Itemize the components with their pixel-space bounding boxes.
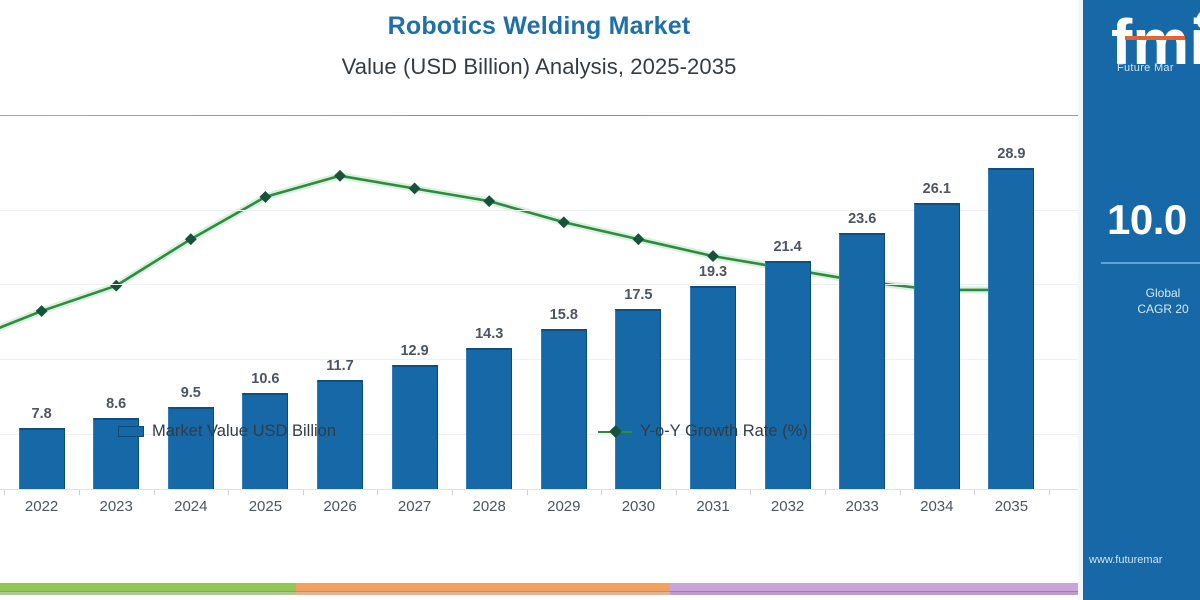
x-axis-label: 2026 — [323, 498, 357, 515]
gridline — [0, 209, 1078, 211]
page-subtitle: Value (USD Billion) Analysis, 2025-2035 — [341, 54, 737, 79]
axis-tick — [974, 490, 976, 495]
axis-tick — [4, 490, 6, 495]
strip-shadow-green — [0, 591, 296, 595]
axis-tick — [228, 490, 230, 495]
bar-value-label: 11.7 — [326, 357, 354, 374]
brand-sidebar: fmi Future Mar 10.0 Global CAGR 20 www.f… — [1078, 0, 1200, 600]
bar-value-label: 19.3 — [698, 264, 728, 281]
x-axis-label: 2023 — [99, 498, 133, 515]
strip-shadow-orange — [296, 591, 670, 595]
bar-value-label: 17.5 — [624, 286, 653, 303]
x-axis-label: 2033 — [845, 498, 879, 515]
growth-line-marker[interactable]: 2031: 11.2% — [707, 250, 719, 263]
fmi-logo-icon: fmi — [1111, 6, 1200, 78]
bar-value-label: 15.8 — [549, 307, 578, 324]
bar-value-label: 26.1 — [922, 180, 951, 197]
bar[interactable] — [242, 393, 289, 490]
axis-tick — [824, 490, 826, 495]
cagr-value: 10.0 — [1107, 196, 1187, 243]
axis-tick — [78, 490, 80, 495]
axis-tick — [451, 490, 453, 495]
bar[interactable] — [317, 379, 363, 490]
x-axis-label: 2030 — [621, 498, 656, 515]
growth-line-marker[interactable]: 2024: 11.6% — [184, 233, 197, 246]
axis-tick — [302, 490, 304, 495]
bar[interactable] — [764, 260, 811, 490]
axis-tick — [526, 490, 528, 495]
bar-value-label: 21.4 — [773, 238, 802, 255]
legend-label-market-value: Market Value USD Billion — [152, 422, 337, 440]
x-axis-label: 2032 — [770, 498, 805, 515]
legend-swatch-icon — [118, 426, 144, 437]
page-title: Robotics Welding Market — [387, 12, 691, 40]
axis-tick — [675, 490, 677, 495]
bottom-color-strip — [0, 570, 1078, 600]
legend-label-growth-rate: Y-o-Y Growth Rate (%) — [640, 422, 808, 440]
bar[interactable] — [839, 233, 886, 490]
x-axis-label: 2029 — [547, 498, 581, 515]
bar[interactable] — [167, 407, 214, 490]
bar-value-label: 14.3 — [475, 325, 504, 342]
sidebar-divider — [1101, 262, 1200, 264]
growth-line-marker[interactable]: 2028: 12.5% — [483, 195, 496, 208]
x-axis-label: 2022 — [24, 498, 59, 515]
x-axis-label: 2031 — [696, 498, 730, 515]
sidebar-url[interactable]: www.futuremar — [1089, 554, 1163, 566]
bar[interactable] — [988, 168, 1035, 490]
axis-tick — [601, 490, 603, 495]
x-axis-label: 2027 — [397, 498, 432, 515]
bar[interactable] — [690, 286, 736, 490]
legend-item-growth-rate[interactable]: Y-o-Y Growth Rate (%) — [598, 422, 808, 441]
strip-segment-purple — [670, 583, 1078, 592]
bar-value-label: 10.6 — [251, 371, 280, 388]
gridline — [0, 284, 1078, 286]
axis-baseline — [0, 489, 1078, 490]
fmi-logo-subtitle: Future Mar — [1117, 62, 1174, 74]
bar[interactable] — [540, 329, 587, 490]
strip-segment-green — [0, 583, 296, 592]
bar-value-label: 12.9 — [400, 343, 429, 360]
cagr-caption-line2: CAGR 20 — [1137, 302, 1189, 316]
gridline — [0, 359, 1078, 361]
axis-tick — [153, 490, 155, 495]
bar-value-label: 28.9 — [997, 146, 1026, 163]
gridline — [0, 433, 1078, 435]
chart-legend: Market Value USD Billion Y-o-Y Growth Ra… — [0, 414, 1078, 454]
plot-area: 2021: 9.2%2022: 9.9%2023: 10.5%2024: 11.… — [0, 116, 1078, 490]
x-axis-label: 2035 — [994, 498, 1029, 515]
cagr-caption-line1: Global — [1145, 286, 1181, 300]
bar[interactable] — [615, 308, 662, 490]
axis-tick — [1048, 490, 1050, 495]
legend-line-marker-icon — [598, 426, 632, 438]
bar[interactable] — [466, 347, 513, 490]
axis-tick — [750, 490, 752, 495]
bar[interactable] — [391, 365, 438, 490]
strip-shadow-purple — [670, 591, 1078, 595]
bar[interactable] — [913, 202, 960, 490]
svg-text:fmi: fmi — [1111, 6, 1200, 78]
bar-value-label: 23.6 — [848, 211, 877, 228]
bar-value-label: 7.8 — [31, 405, 52, 422]
axis-tick — [899, 490, 901, 495]
x-axis-label: 2025 — [248, 498, 283, 515]
strip-segment-orange — [296, 583, 670, 592]
x-axis-label: 2024 — [174, 498, 208, 515]
x-axis-label: 2028 — [472, 498, 506, 515]
chart-header: Robotics Welding Market Value (USD Billi… — [0, 0, 1078, 117]
x-axis-label: 2034 — [920, 498, 954, 515]
legend-item-market-value[interactable]: Market Value USD Billion — [118, 422, 336, 441]
bar-value-label: 8.6 — [106, 396, 127, 413]
bar[interactable] — [18, 427, 65, 490]
bar-value-label: 9.5 — [180, 385, 201, 402]
chart-body: 2021: 9.2%2022: 9.9%2023: 10.5%2024: 11.… — [0, 116, 1078, 530]
growth-line-marker[interactable]: 2025: 12.6% — [259, 190, 272, 203]
x-axis-label: 2021 — [0, 498, 1, 515]
axis-tick — [377, 490, 379, 495]
